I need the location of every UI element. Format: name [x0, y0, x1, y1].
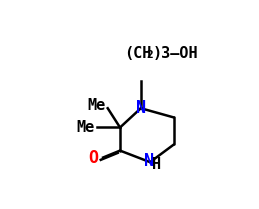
Text: O: O — [89, 149, 98, 167]
Text: Me: Me — [87, 98, 105, 113]
Text: H: H — [153, 157, 162, 172]
Text: N: N — [144, 152, 154, 170]
Text: (CH: (CH — [124, 46, 151, 61]
Text: )3—OH: )3—OH — [152, 46, 198, 61]
Text: N: N — [136, 99, 146, 117]
Text: 2: 2 — [146, 50, 153, 60]
Text: Me: Me — [76, 120, 95, 135]
